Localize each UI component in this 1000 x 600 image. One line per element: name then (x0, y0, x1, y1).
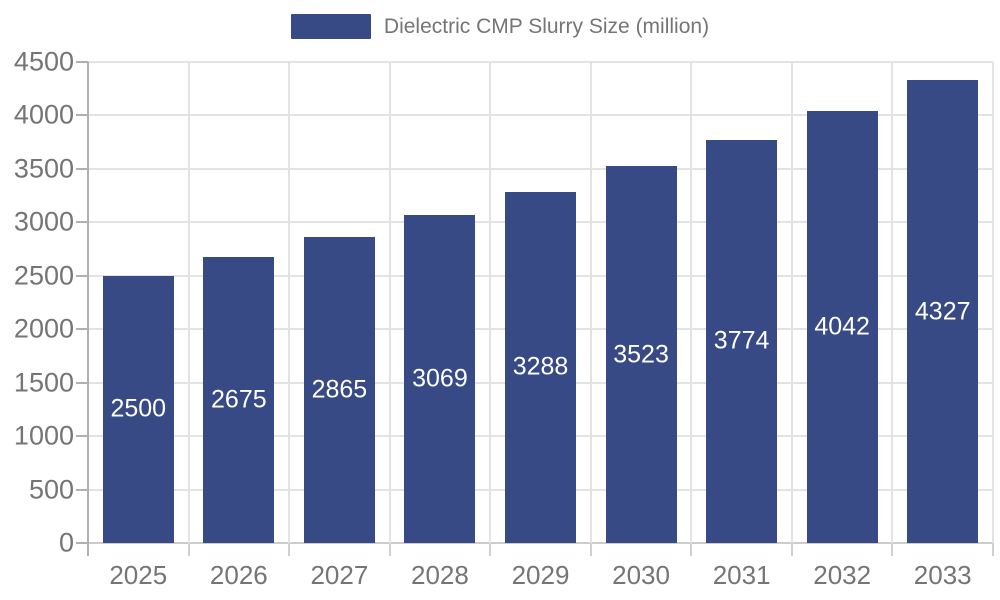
bar-value-label: 3774 (713, 326, 770, 355)
y-axis-tick (76, 435, 88, 438)
y-axis-line (87, 62, 89, 556)
y-axis-tick (76, 542, 88, 544)
bar-value-label: 2865 (311, 375, 368, 404)
y-axis-tick (76, 381, 88, 384)
bar: 4327 (907, 80, 979, 543)
x-axis-tick (992, 543, 994, 556)
x-gridline (388, 62, 391, 543)
y-axis-tick (76, 114, 88, 117)
bar: 3069 (404, 214, 476, 543)
x-axis-tick-label: 2033 (913, 560, 972, 590)
y-axis-tick-label: 1500 (13, 367, 74, 398)
x-axis-tick (589, 543, 592, 556)
y-axis-tick-label: 4500 (13, 46, 74, 77)
y-axis-tick (76, 274, 88, 277)
y-axis-tick (76, 328, 88, 331)
y-axis-tick (76, 221, 88, 224)
y-axis-tick-label: 2500 (13, 260, 74, 291)
x-gridline (992, 62, 994, 543)
x-axis-tick-label: 2030 (612, 560, 670, 590)
bar-value-label: 3069 (412, 364, 468, 393)
x-gridline (589, 62, 592, 543)
x-axis-tick-label: 2025 (109, 560, 168, 590)
x-axis-tick-label: 2032 (813, 560, 872, 590)
y-axis-tick (76, 167, 88, 170)
y-axis-tick-label: 4000 (13, 99, 74, 130)
bar-value-label: 2675 (211, 385, 267, 414)
x-axis-tick (891, 543, 894, 556)
y-axis-tick-label: 0 (58, 527, 74, 558)
x-gridline (891, 62, 894, 543)
bar: 3774 (706, 139, 778, 543)
bar-value-label: 4327 (914, 297, 971, 326)
x-axis-tick (187, 543, 190, 556)
x-axis-tick (288, 543, 291, 556)
y-axis-tick (76, 61, 88, 63)
legend-swatch-icon (290, 14, 371, 39)
bar: 4042 (806, 110, 878, 543)
legend[interactable]: Dielectric CMP Slurry Size (million) (0, 14, 1000, 39)
bar: 3288 (505, 191, 576, 543)
x-axis-tick (388, 543, 391, 556)
x-axis-tick-label: 2031 (712, 560, 771, 590)
bar: 2500 (102, 275, 174, 543)
x-axis-tick (690, 543, 693, 556)
x-axis-tick (790, 543, 793, 556)
y-gridline (88, 167, 993, 170)
x-gridline (187, 62, 190, 543)
bar: 3523 (605, 166, 677, 543)
bar-value-label: 4042 (814, 312, 870, 341)
y-gridline (88, 61, 993, 63)
x-axis-tick-label: 2027 (310, 560, 369, 590)
y-axis-tick-label: 500 (28, 474, 74, 505)
x-gridline (288, 62, 291, 543)
x-axis-tick-label: 2029 (511, 560, 570, 590)
bar: 2865 (303, 236, 375, 543)
y-axis-tick-label: 3000 (13, 206, 74, 237)
x-gridline (790, 62, 793, 543)
bar: 2675 (203, 257, 275, 543)
x-axis-tick-label: 2028 (411, 560, 469, 590)
x-axis-tick (489, 543, 492, 556)
x-axis-tick-label: 2026 (209, 560, 268, 590)
y-gridline (88, 542, 993, 544)
legend-label: Dielectric CMP Slurry Size (million) (383, 15, 710, 38)
bar-value-label: 2500 (110, 394, 167, 423)
y-axis-tick-label: 2000 (13, 313, 74, 344)
y-axis-tick (76, 488, 88, 491)
x-gridline (690, 62, 693, 543)
bar-value-label: 3523 (613, 340, 669, 369)
bar-value-label: 3288 (512, 352, 569, 381)
y-axis-tick-label: 3500 (13, 153, 74, 184)
y-gridline (88, 114, 993, 117)
y-axis-tick-label: 1000 (13, 420, 74, 451)
x-gridline (489, 62, 492, 543)
